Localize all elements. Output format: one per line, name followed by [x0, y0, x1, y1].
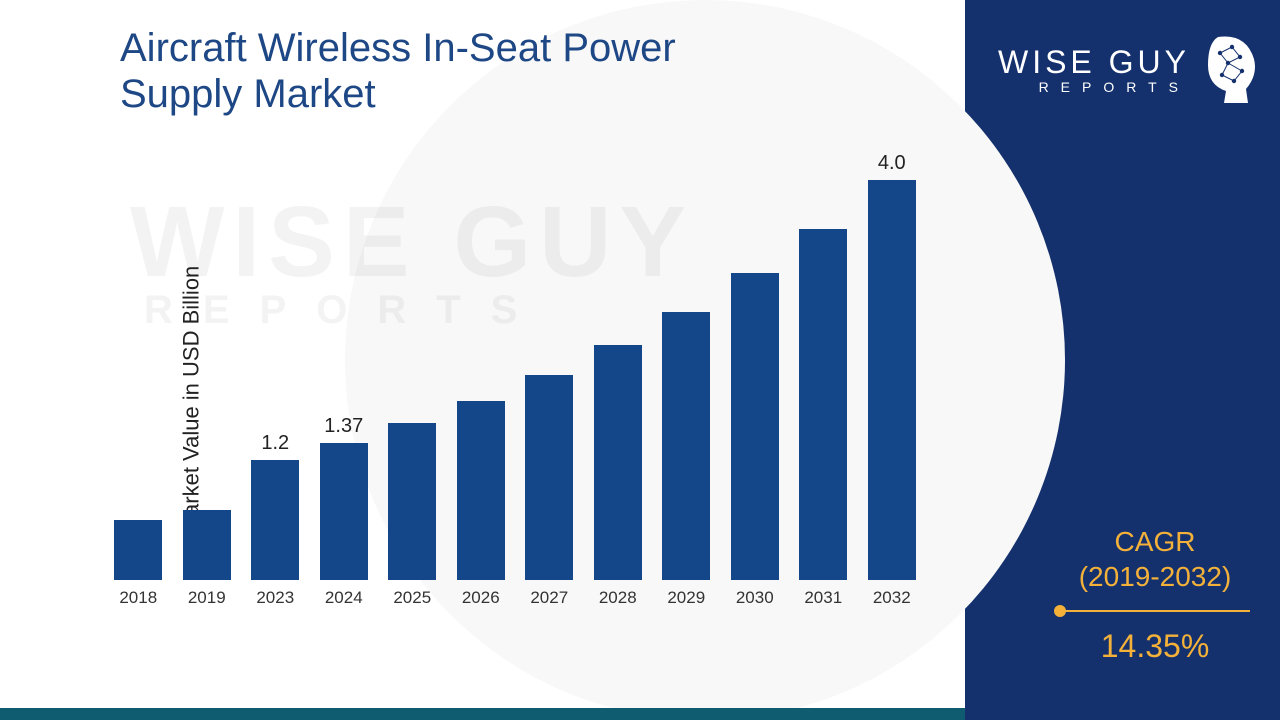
x-tick-label: 2028 [584, 588, 652, 608]
x-tick-label: 2023 [241, 588, 309, 608]
bar [662, 312, 710, 580]
bar-value-label: 1.37 [324, 415, 363, 439]
head-icon [1198, 33, 1260, 105]
bars-container: 1.21.374.0 [100, 160, 930, 580]
cagr-box: CAGR (2019-2032) 14.35% [1030, 524, 1280, 665]
bar-col: 4.0 [858, 152, 926, 580]
bar-col: 1.2 [241, 432, 309, 580]
bar [594, 345, 642, 580]
x-tick-label: 2027 [515, 588, 583, 608]
bar [868, 180, 916, 580]
bar [114, 520, 162, 580]
main-area: WISE GUYREPORTS Aircraft Wireless In-Sea… [0, 0, 965, 720]
bar [388, 423, 436, 580]
x-tick-label: 2024 [310, 588, 378, 608]
bar [799, 229, 847, 580]
bar [731, 273, 779, 580]
bar-col: 1.37 [310, 415, 378, 580]
brand-logo: WISE GUY REPORTS [980, 24, 1260, 114]
logo-main-text: WISE GUY [998, 44, 1190, 81]
bottom-accent-bar [0, 708, 965, 720]
bar [525, 375, 573, 580]
x-tick-label: 2025 [378, 588, 446, 608]
bar-value-label: 1.2 [261, 432, 289, 456]
bar [457, 401, 505, 580]
bar-col [652, 284, 720, 580]
x-axis: 2018201920232024202520262027202820292030… [100, 588, 930, 608]
x-tick-label: 2032 [858, 588, 926, 608]
x-tick-label: 2018 [104, 588, 172, 608]
x-tick-label: 2029 [652, 588, 720, 608]
x-tick-label: 2030 [721, 588, 789, 608]
bar-col [447, 373, 515, 580]
x-tick-label: 2031 [789, 588, 857, 608]
bar-col [515, 347, 583, 580]
bar [183, 510, 231, 580]
bar [320, 443, 368, 580]
cagr-divider [1060, 610, 1250, 612]
bar-col [584, 317, 652, 580]
bar-col [789, 201, 857, 580]
chart-title: Aircraft Wireless In-Seat Power Supply M… [120, 25, 800, 117]
bar-col [378, 395, 446, 580]
x-tick-label: 2026 [447, 588, 515, 608]
chart: Market Value in USD Billion 1.21.374.0 2… [45, 160, 935, 640]
logo-sub-text: REPORTS [998, 79, 1190, 95]
x-tick-label: 2019 [173, 588, 241, 608]
bar [251, 460, 299, 580]
bar-col [721, 245, 789, 580]
bar-col [104, 492, 172, 580]
bar-col [173, 482, 241, 580]
plot-area: 1.21.374.0 20182019202320242025202620272… [100, 160, 930, 600]
cagr-label: CAGR (2019-2032) [1030, 524, 1280, 594]
cagr-value: 14.35% [1030, 628, 1280, 665]
bar-value-label: 4.0 [878, 152, 906, 176]
